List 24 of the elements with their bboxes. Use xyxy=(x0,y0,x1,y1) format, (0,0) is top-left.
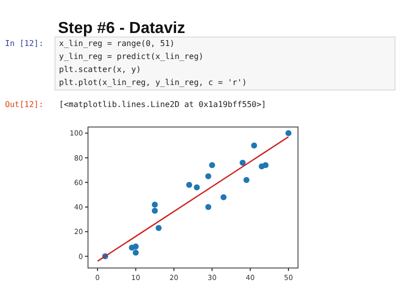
text: plt.plot(x_lin_reg, y_lin_reg, c = 'r') xyxy=(59,78,247,87)
text: In [12]: xyxy=(5,39,44,48)
text: Out[12]: xyxy=(5,100,44,109)
point xyxy=(240,160,246,166)
point xyxy=(205,204,212,210)
point xyxy=(220,194,227,200)
point xyxy=(152,202,158,208)
point xyxy=(243,176,250,183)
point xyxy=(251,142,258,148)
chart-title: Step #6 - Dataviz xyxy=(58,20,186,37)
point xyxy=(262,162,269,168)
point xyxy=(209,162,216,168)
point xyxy=(156,224,162,231)
point xyxy=(194,184,200,190)
text: [<matplotlib.lines.Line2D at 0x1a19bff550>] xyxy=(59,100,266,109)
point xyxy=(205,173,212,180)
text: x_lin_reg = range(0, 51) xyxy=(59,39,175,48)
point xyxy=(152,208,158,214)
text: plt.scatter(x, y) xyxy=(59,65,141,74)
text: y_lin_reg = predict(x_lin_reg) xyxy=(59,52,204,61)
point xyxy=(186,182,192,188)
point xyxy=(285,130,292,136)
point xyxy=(132,250,139,256)
point xyxy=(132,243,139,250)
